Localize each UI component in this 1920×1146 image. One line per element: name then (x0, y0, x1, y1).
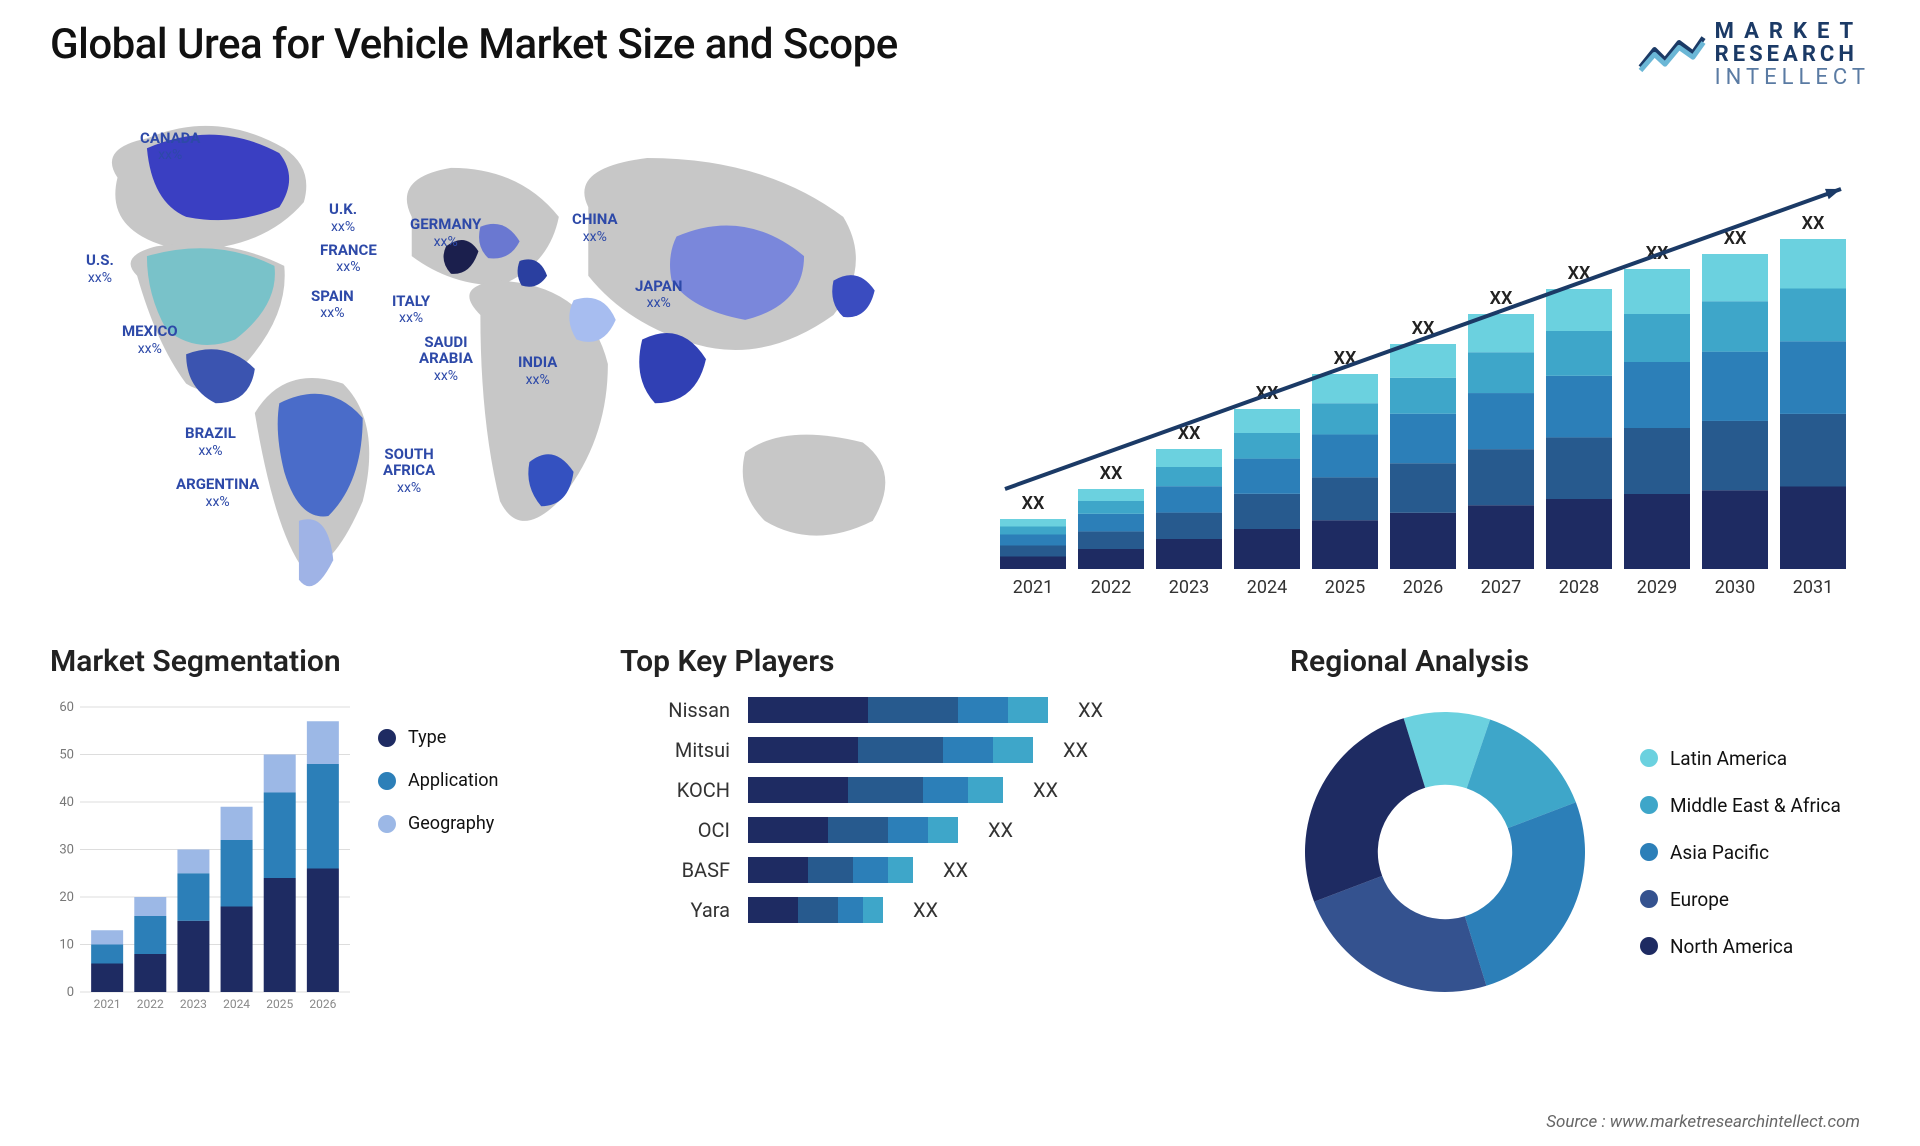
svg-text:2031: 2031 (1793, 577, 1833, 598)
forecast-chart: XX2021XX2022XX2023XX2024XX2025XX2026XX20… (990, 109, 1870, 619)
legend-item: Geography (378, 813, 498, 834)
map-label: JAPANxx% (635, 278, 682, 312)
logo-text-1: MARKET (1715, 20, 1870, 43)
players-panel: Top Key Players NissanXX MitsuiXX KOCHXX OC… (620, 644, 1240, 1074)
map-label: CANADAxx% (140, 130, 200, 164)
svg-text:50: 50 (59, 748, 74, 763)
svg-text:2028: 2028 (1559, 577, 1599, 598)
map-label: FRANCExx% (320, 242, 377, 276)
player-row: YaraXX (630, 897, 1240, 923)
page-title: Global Urea for Vehicle Market Size and … (50, 20, 898, 69)
svg-text:2029: 2029 (1637, 577, 1677, 598)
source-attribution: Source : www.marketresearchintellect.com (1546, 1112, 1860, 1132)
svg-text:2026: 2026 (309, 997, 336, 1011)
svg-text:XX: XX (1022, 493, 1045, 514)
legend-item: Asia Pacific (1640, 841, 1841, 864)
svg-text:2026: 2026 (1403, 577, 1443, 598)
svg-text:2023: 2023 (1169, 577, 1209, 598)
players-title: Top Key Players (620, 644, 1240, 679)
svg-text:10: 10 (59, 938, 74, 953)
map-label: CHINAxx% (572, 211, 618, 245)
regional-title: Regional Analysis (1290, 644, 1870, 679)
map-label: SOUTHAFRICAxx% (383, 446, 435, 496)
svg-text:2025: 2025 (1325, 577, 1365, 598)
svg-text:0: 0 (67, 985, 74, 1000)
map-label: MEXICOxx% (122, 323, 178, 357)
map-label: ARGENTINAxx% (176, 476, 259, 510)
legend-item: Latin America (1640, 747, 1841, 770)
svg-text:20: 20 (59, 890, 74, 905)
regional-donut (1290, 697, 1600, 1007)
legend-item: Type (378, 727, 498, 748)
svg-text:60: 60 (59, 700, 74, 715)
player-row: MitsuiXX (630, 737, 1240, 763)
svg-text:2022: 2022 (137, 997, 164, 1011)
svg-text:2021: 2021 (94, 997, 121, 1011)
segmentation-legend: Type Application Geography (378, 697, 498, 1017)
svg-text:30: 30 (59, 843, 74, 858)
regional-legend: Latin America Middle East & Africa Asia Pa… (1640, 747, 1841, 958)
legend-item: Middle East & Africa (1640, 794, 1841, 817)
player-row: KOCHXX (630, 777, 1240, 803)
segmentation-chart: 0 10 20 30 40 50 60 2021 2022 2023 2024 2025 2026 (50, 697, 360, 1017)
map-svg (50, 109, 950, 619)
map-label: SAUDIARABIAxx% (419, 334, 473, 384)
svg-text:XX: XX (1802, 213, 1825, 234)
logo-text-3: INTELLECT (1715, 66, 1870, 89)
map-label: U.K.xx% (329, 201, 357, 235)
logo-text-2: RESEARCH (1715, 43, 1870, 66)
map-label: SPAINxx% (311, 288, 354, 322)
segmentation-panel: Market Segmentation 0 10 20 30 40 50 60 2021 202… (50, 644, 570, 1074)
map-label: GERMANYxx% (410, 216, 481, 250)
legend-item: Application (378, 770, 498, 791)
regional-panel: Regional Analysis Latin America Middle Ea… (1290, 644, 1870, 1074)
map-label: BRAZILxx% (185, 425, 236, 459)
svg-text:2030: 2030 (1715, 577, 1755, 598)
legend-item: North America (1640, 935, 1841, 958)
svg-text:40: 40 (59, 795, 74, 810)
player-row: BASFXX (630, 857, 1240, 883)
map-label: ITALYxx% (392, 293, 430, 327)
world-map: CANADAxx% U.S.xx% MEXICOxx% BRAZILxx% ARGENT… (50, 109, 950, 619)
svg-text:2022: 2022 (1091, 577, 1131, 598)
svg-text:2024: 2024 (223, 997, 250, 1011)
player-row: NissanXX (630, 697, 1240, 723)
logo-icon (1637, 28, 1707, 82)
segmentation-title: Market Segmentation (50, 644, 570, 679)
legend-item: Europe (1640, 888, 1841, 911)
svg-text:2023: 2023 (180, 997, 207, 1011)
svg-text:2027: 2027 (1481, 577, 1521, 598)
svg-text:2025: 2025 (266, 997, 293, 1011)
player-row: OCIXX (630, 817, 1240, 843)
brand-logo: MARKET RESEARCH INTELLECT (1637, 20, 1870, 89)
map-label: U.S.xx% (86, 252, 114, 286)
svg-text:XX: XX (1100, 463, 1123, 484)
svg-text:2024: 2024 (1247, 577, 1287, 598)
map-label: INDIAxx% (518, 354, 557, 388)
svg-text:2021: 2021 (1013, 577, 1053, 598)
